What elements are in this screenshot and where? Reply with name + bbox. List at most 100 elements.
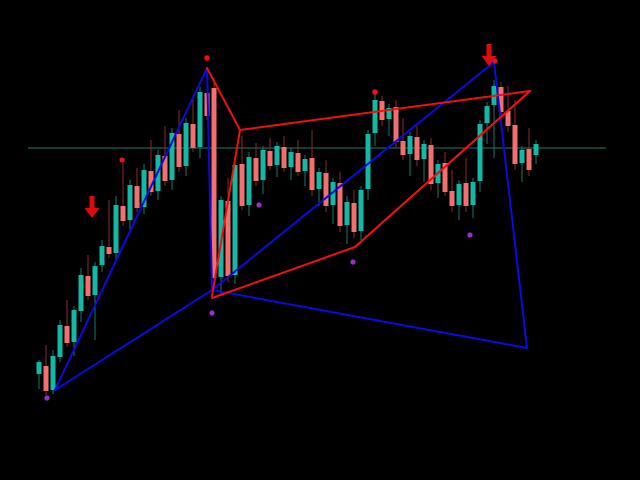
candle-body bbox=[78, 275, 84, 311]
candlestick-31[interactable] bbox=[253, 143, 259, 186]
candlestick-41[interactable] bbox=[323, 160, 329, 212]
sell-signal-arrow-right[interactable] bbox=[481, 44, 497, 66]
candle-body bbox=[113, 205, 119, 253]
candlestick-52[interactable] bbox=[400, 118, 406, 160]
candlestick-3[interactable] bbox=[57, 320, 63, 362]
candlestick-11[interactable] bbox=[113, 196, 119, 262]
candlestick-43[interactable] bbox=[337, 172, 343, 232]
candle-body bbox=[246, 157, 252, 205]
candlestick-29[interactable] bbox=[239, 136, 245, 210]
pivot-marker-red-2[interactable] bbox=[204, 55, 210, 61]
candlestick-25[interactable] bbox=[211, 78, 217, 290]
candlestick-7[interactable] bbox=[85, 255, 91, 300]
candlestick-9[interactable] bbox=[99, 240, 105, 272]
candlestick-63[interactable] bbox=[477, 120, 483, 192]
candle-body bbox=[71, 310, 77, 342]
pivot-marker-red-1[interactable] bbox=[119, 157, 125, 163]
blue-baseline-left[interactable] bbox=[54, 289, 213, 391]
candlestick-6[interactable] bbox=[78, 268, 84, 322]
candlestick-61[interactable] bbox=[463, 158, 469, 212]
candlestick-12[interactable] bbox=[120, 163, 126, 226]
candlestick-28[interactable] bbox=[232, 160, 238, 284]
candlestick-36[interactable] bbox=[288, 148, 294, 180]
candlestick-10[interactable] bbox=[106, 200, 112, 258]
candle-body bbox=[99, 246, 105, 265]
candlestick-1[interactable] bbox=[43, 345, 49, 395]
candle-body bbox=[169, 133, 175, 180]
candlestick-30[interactable] bbox=[246, 152, 252, 216]
candlestick-38[interactable] bbox=[302, 155, 308, 186]
candle-body bbox=[414, 137, 420, 160]
candlestick-46[interactable] bbox=[358, 186, 364, 240]
candlestick-55[interactable] bbox=[421, 140, 427, 182]
candlestick-23[interactable] bbox=[197, 87, 203, 158]
candlestick-2[interactable] bbox=[50, 350, 56, 394]
candlestick-34[interactable] bbox=[274, 142, 280, 177]
candle-body bbox=[211, 88, 217, 278]
candlestick-40[interactable] bbox=[316, 168, 322, 206]
blue-xabcd-left[interactable] bbox=[54, 67, 528, 391]
candle-body bbox=[50, 356, 56, 390]
candlestick-39[interactable] bbox=[309, 130, 315, 196]
red-pattern-right[interactable] bbox=[354, 90, 531, 248]
candle-body bbox=[512, 125, 518, 164]
candle-body bbox=[330, 182, 336, 205]
candlestick-15[interactable] bbox=[141, 164, 147, 214]
candlestick-series-layer[interactable] bbox=[36, 72, 539, 395]
candlestick-53[interactable] bbox=[407, 132, 413, 176]
candle-body bbox=[232, 165, 238, 275]
pattern-lines-layer[interactable] bbox=[54, 61, 531, 391]
candlestick-44[interactable] bbox=[344, 196, 350, 244]
candlestick-59[interactable] bbox=[449, 170, 455, 212]
signal-arrows-layer[interactable] bbox=[84, 44, 497, 218]
sell-signal-arrow-left[interactable] bbox=[84, 196, 100, 218]
candlestick-22[interactable] bbox=[190, 100, 196, 152]
pivot-marker-purple-1[interactable] bbox=[44, 395, 50, 401]
candle-body bbox=[526, 149, 532, 170]
candlestick-4[interactable] bbox=[64, 300, 70, 347]
candle-body bbox=[148, 171, 154, 192]
candle-body bbox=[267, 151, 273, 166]
pivot-marker-purple-4[interactable] bbox=[350, 259, 356, 265]
candle-body bbox=[358, 190, 364, 231]
candlestick-48[interactable] bbox=[372, 92, 378, 146]
candlestick-32[interactable] bbox=[260, 146, 266, 194]
pivot-marker-purple-3[interactable] bbox=[256, 202, 262, 208]
candle-body bbox=[372, 100, 378, 133]
candlestick-70[interactable] bbox=[526, 128, 532, 176]
candlestick-37[interactable] bbox=[295, 140, 301, 176]
pivot-marker-purple-2[interactable] bbox=[209, 310, 215, 316]
candle-body bbox=[365, 134, 371, 189]
pivot-marker-red-3[interactable] bbox=[372, 89, 378, 95]
candlestick-56[interactable] bbox=[428, 138, 434, 190]
candlestick-14[interactable] bbox=[134, 168, 140, 212]
candlestick-21[interactable] bbox=[183, 118, 189, 176]
candlestick-62[interactable] bbox=[470, 178, 476, 218]
candlestick-58[interactable] bbox=[442, 152, 448, 196]
candlestick-35[interactable] bbox=[281, 136, 287, 172]
pivot-marker-purple-5[interactable] bbox=[467, 232, 473, 238]
candlestick-54[interactable] bbox=[414, 126, 420, 166]
candlestick-60[interactable] bbox=[456, 180, 462, 220]
candle-body bbox=[351, 203, 357, 232]
candlestick-19[interactable] bbox=[169, 128, 175, 190]
candlestick-45[interactable] bbox=[351, 190, 357, 238]
candlestick-0[interactable] bbox=[36, 360, 42, 389]
candlestick-42[interactable] bbox=[330, 178, 336, 224]
candlestick-64[interactable] bbox=[484, 102, 490, 144]
candle-body bbox=[386, 108, 392, 119]
candlestick-69[interactable] bbox=[519, 146, 525, 182]
candlestick-68[interactable] bbox=[512, 100, 518, 170]
candle-body bbox=[344, 202, 350, 225]
candlestick-66[interactable] bbox=[498, 82, 504, 118]
candle-body bbox=[43, 366, 49, 391]
candlestick-8[interactable] bbox=[92, 262, 98, 340]
candlestick-13[interactable] bbox=[127, 180, 133, 232]
candlestick-20[interactable] bbox=[176, 110, 182, 172]
candle-body bbox=[288, 152, 294, 167]
candlestick-71[interactable] bbox=[533, 140, 539, 164]
candlestick-33[interactable] bbox=[267, 138, 273, 170]
candle-body bbox=[190, 124, 196, 148]
candle-body bbox=[176, 134, 182, 167]
